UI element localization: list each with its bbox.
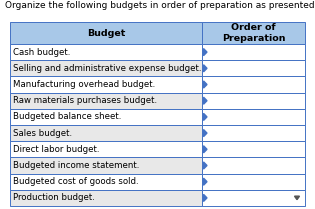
Text: Organize the following budgets in order of preparation as presented in the book.: Organize the following budgets in order … bbox=[5, 1, 315, 10]
Text: Cash budget.: Cash budget. bbox=[13, 48, 70, 57]
Text: Order of
Preparation: Order of Preparation bbox=[222, 23, 285, 43]
Text: Budgeted cost of goods sold.: Budgeted cost of goods sold. bbox=[13, 177, 139, 186]
Text: Budgeted income statement.: Budgeted income statement. bbox=[13, 161, 139, 170]
Text: Budgeted balance sheet.: Budgeted balance sheet. bbox=[13, 112, 121, 121]
Text: Manufacturing overhead budget.: Manufacturing overhead budget. bbox=[13, 80, 155, 89]
Text: Production budget.: Production budget. bbox=[13, 193, 95, 202]
Text: Direct labor budget.: Direct labor budget. bbox=[13, 145, 100, 154]
Text: Raw materials purchases budget.: Raw materials purchases budget. bbox=[13, 96, 157, 105]
Text: Budget: Budget bbox=[87, 28, 125, 37]
Text: Selling and administrative expense budget.: Selling and administrative expense budge… bbox=[13, 64, 202, 73]
Text: Sales budget.: Sales budget. bbox=[13, 129, 72, 138]
